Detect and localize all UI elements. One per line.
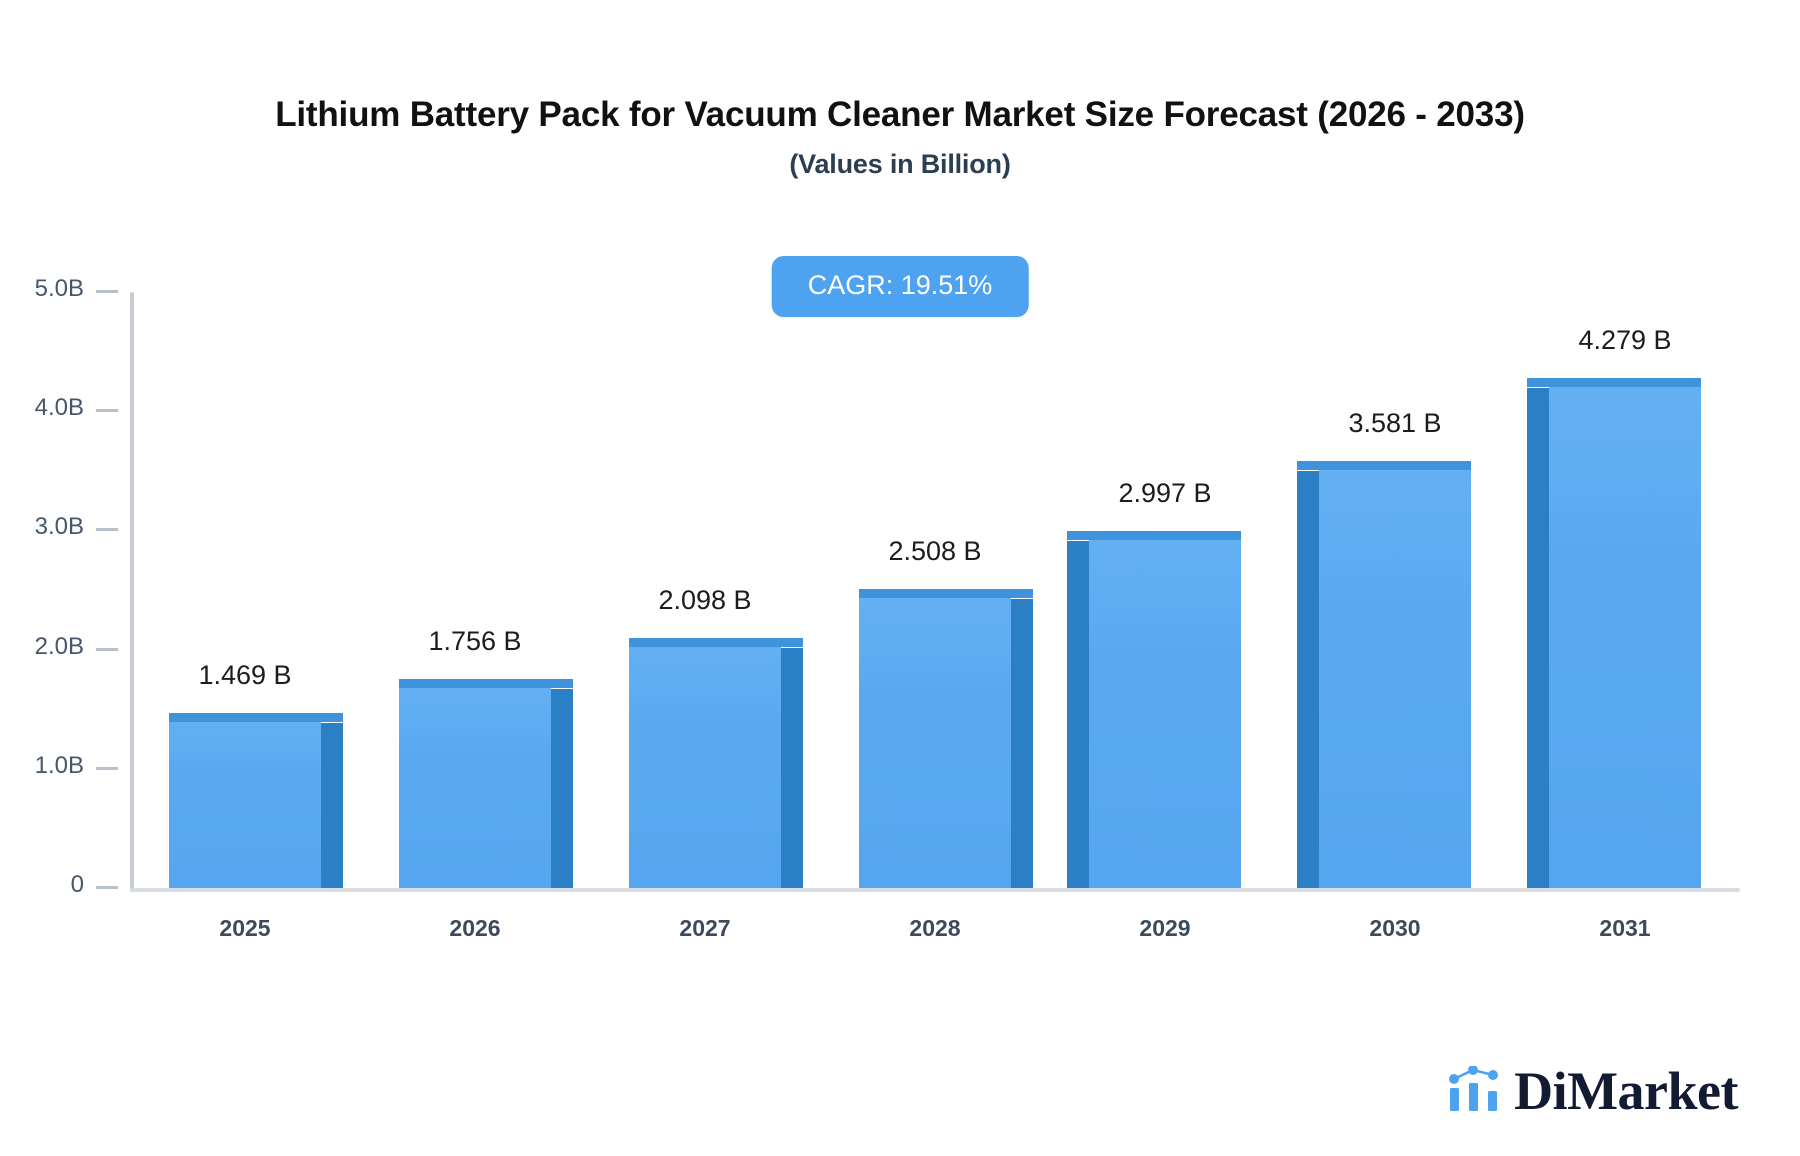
y-axis-tick-mark [96, 290, 118, 293]
brand-name: DiMarket [1514, 1061, 1738, 1121]
x-axis-tick-label: 2028 [909, 915, 961, 941]
bar-top-face [629, 637, 803, 647]
bar-value-label: 2.508 B [888, 536, 982, 567]
bar[interactable]: 3.581 B [1297, 408, 1471, 888]
y-axis-tick-mark [96, 647, 118, 651]
bar[interactable]: 2.098 B [629, 585, 803, 888]
bar-value-label: 1.469 B [198, 659, 292, 690]
x-axis-tick-label: 2027 [679, 915, 731, 941]
y-axis-line [130, 292, 134, 892]
bar-side-face [551, 688, 573, 888]
bar-side-face [1297, 471, 1319, 888]
x-axis-tick-label: 2030 [1369, 915, 1421, 941]
bar-face [399, 678, 551, 888]
bar-value-label: 2.098 B [658, 584, 752, 615]
bar-value-label: 3.581 B [1348, 408, 1442, 439]
chart-subtitle: (Values in Billion) [789, 148, 1011, 179]
bar-top-face [399, 678, 573, 688]
x-axis-tick-label: 2025 [219, 915, 271, 941]
bar[interactable]: 1.756 B [399, 626, 573, 888]
y-axis-tick-label: 1.0B [34, 751, 84, 779]
y-axis-tick-mark [96, 886, 118, 889]
y-axis-tick-label: 2.0B [34, 632, 84, 660]
y-axis-tick-label: 3.0B [34, 513, 84, 541]
y-axis-tick-mark [96, 766, 118, 770]
bar[interactable]: 4.279 B [1527, 325, 1701, 888]
x-axis-tick-label: 2026 [449, 915, 501, 941]
bar-face [169, 712, 321, 888]
bar-value-label: 2.997 B [1118, 477, 1212, 508]
bar-top-face [859, 589, 1033, 599]
y-axis-tick-label: 4.0B [34, 394, 84, 422]
bar-side-face [1527, 387, 1549, 888]
bar-chart-dots-icon [1448, 1064, 1500, 1117]
bar-face [859, 589, 1011, 888]
bar-side-face [1067, 540, 1089, 888]
y-axis-tick-mark [96, 528, 118, 532]
bar-face [1319, 461, 1471, 888]
title-block: Lithium Battery Pack for Vacuum Cleaner … [0, 95, 1800, 180]
bar-top-face [169, 712, 343, 722]
bar[interactable]: 1.469 B [169, 660, 343, 888]
bar[interactable]: 2.997 B [1067, 478, 1241, 888]
bar-top-face [1067, 530, 1241, 540]
bar-side-face [321, 722, 343, 888]
bar-top-face [1527, 377, 1701, 387]
y-axis-tick-mark [96, 409, 118, 413]
x-axis-tick-label: 2029 [1139, 915, 1191, 941]
bar-value-label: 4.279 B [1578, 324, 1672, 355]
bar-face [629, 637, 781, 888]
bar-top-face [1297, 461, 1471, 471]
x-axis-tick-label: 2031 [1599, 915, 1651, 941]
bar-side-face [781, 647, 803, 888]
bar-face [1089, 530, 1241, 888]
cagr-badge: CAGR: 19.51% [771, 256, 1029, 317]
x-axis-line [130, 888, 1740, 892]
bar-value-label: 1.756 B [428, 625, 522, 656]
bar-side-face [1011, 599, 1033, 888]
bar[interactable]: 2.508 B [859, 536, 1033, 888]
y-axis-tick-label: 5.0B [34, 275, 84, 302]
page-title: Lithium Battery Pack for Vacuum Cleaner … [275, 95, 1525, 134]
y-axis-tick-label: 0 [70, 871, 84, 898]
bar-face [1549, 377, 1701, 888]
brand-logo: DiMarket [1448, 1064, 1738, 1118]
